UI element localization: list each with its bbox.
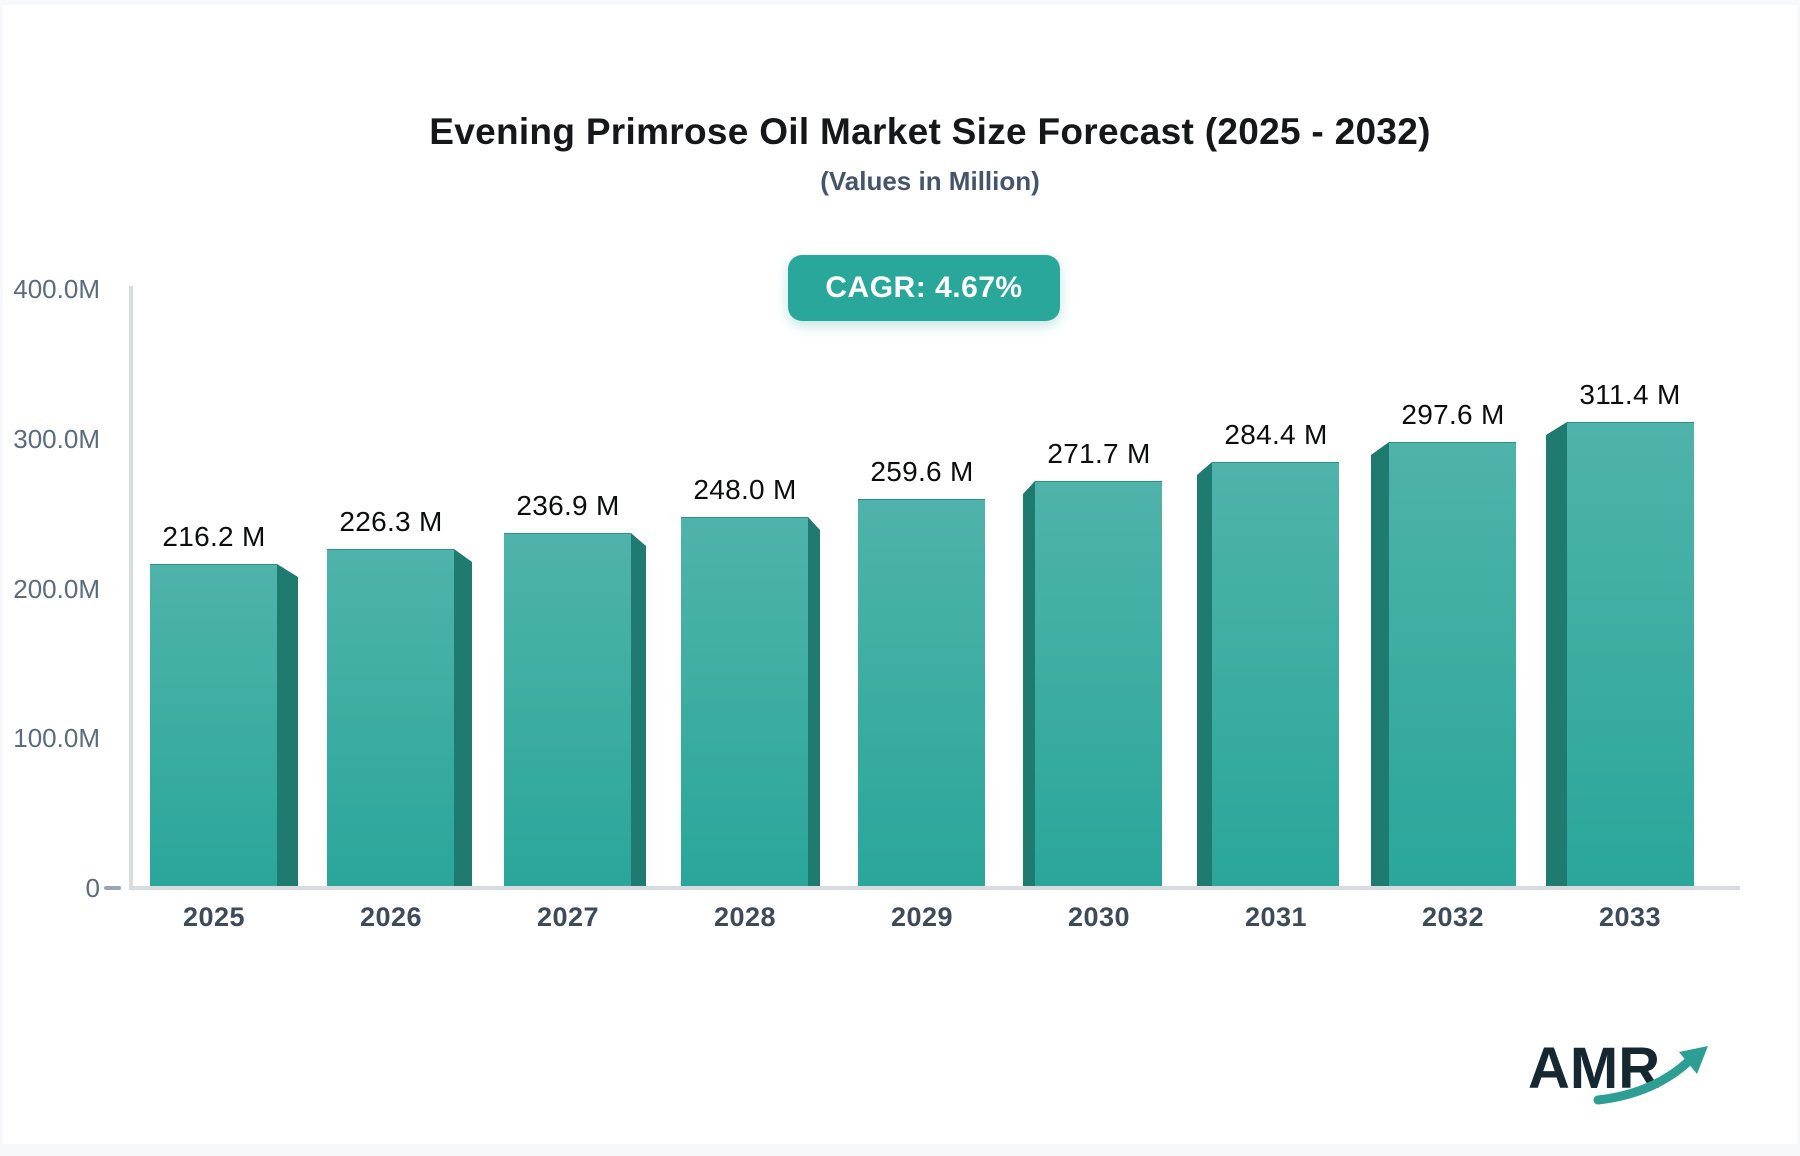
bar-2025 bbox=[150, 564, 277, 889]
y-axis-zero-tick bbox=[104, 886, 121, 890]
bar-2030 bbox=[1035, 481, 1162, 889]
y-axis-tick-label: 200.0M bbox=[13, 573, 100, 604]
bar-2028 bbox=[681, 517, 808, 889]
chart-subtitle: (Values in Million) bbox=[820, 166, 1040, 196]
bar-2032 bbox=[1389, 442, 1516, 889]
bar-value-label: 311.4 M bbox=[1579, 379, 1681, 410]
chart-title: Evening Primrose Oil Market Size Forecas… bbox=[429, 111, 1431, 152]
x-axis-line bbox=[129, 886, 1740, 890]
amr-logo: AMR bbox=[1528, 1036, 1718, 1112]
bar-value-label: 259.6 M bbox=[870, 456, 974, 487]
x-axis-label-2026: 2026 bbox=[359, 902, 423, 932]
bar-2026 bbox=[327, 549, 454, 889]
cagr-badge: CAGR: 4.67% bbox=[788, 255, 1060, 321]
x-axis-label-2031: 2031 bbox=[1244, 902, 1308, 932]
bar-2029 bbox=[858, 499, 985, 889]
x-axis-label-2030: 2030 bbox=[1067, 902, 1131, 932]
bar-side-2033 bbox=[1546, 422, 1567, 888]
x-axis-label-2025: 2025 bbox=[182, 902, 246, 932]
x-axis-label-2028: 2028 bbox=[713, 902, 777, 932]
y-axis-tick-label: 300.0M bbox=[13, 423, 100, 454]
bar-value-label: 248.0 M bbox=[693, 474, 797, 505]
chart-header: Evening Primrose Oil Market Size Forecas… bbox=[100, 0, 1760, 198]
bar-side-2026 bbox=[454, 549, 472, 888]
bar-2033 bbox=[1567, 422, 1694, 889]
x-axis-label-2027: 2027 bbox=[536, 902, 600, 932]
bar-side-2028 bbox=[808, 517, 820, 888]
bar-value-label: 236.9 M bbox=[516, 490, 620, 521]
bar-value-label: 226.3 M bbox=[339, 506, 443, 537]
trend-arrow-icon bbox=[1593, 1046, 1708, 1105]
bar-value-label: 271.7 M bbox=[1047, 438, 1151, 469]
bar-side-2025 bbox=[277, 564, 298, 888]
y-axis-tick-label: 0 bbox=[85, 873, 100, 903]
bar-side-2031 bbox=[1197, 462, 1212, 888]
x-axis-label-2032: 2032 bbox=[1421, 902, 1485, 932]
bar-value-label: 216.2 M bbox=[162, 521, 266, 552]
y-axis-line bbox=[129, 286, 133, 890]
x-axis-label-2029: 2029 bbox=[890, 902, 954, 932]
bar-value-label: 284.4 M bbox=[1224, 419, 1328, 450]
bar-2031 bbox=[1212, 462, 1339, 889]
x-axis-label-2033: 2033 bbox=[1598, 902, 1662, 932]
bar-side-2030 bbox=[1023, 481, 1035, 888]
y-axis-tick-label: 400.0M bbox=[13, 274, 100, 304]
cagr-badge-label: CAGR: 4.67% bbox=[825, 271, 1023, 304]
bar-2027 bbox=[504, 533, 631, 889]
y-axis-tick-label: 100.0M bbox=[13, 723, 100, 754]
bar-side-2027 bbox=[631, 533, 646, 888]
bar-side-2032 bbox=[1371, 442, 1389, 888]
bar-value-label: 297.6 M bbox=[1401, 399, 1505, 430]
